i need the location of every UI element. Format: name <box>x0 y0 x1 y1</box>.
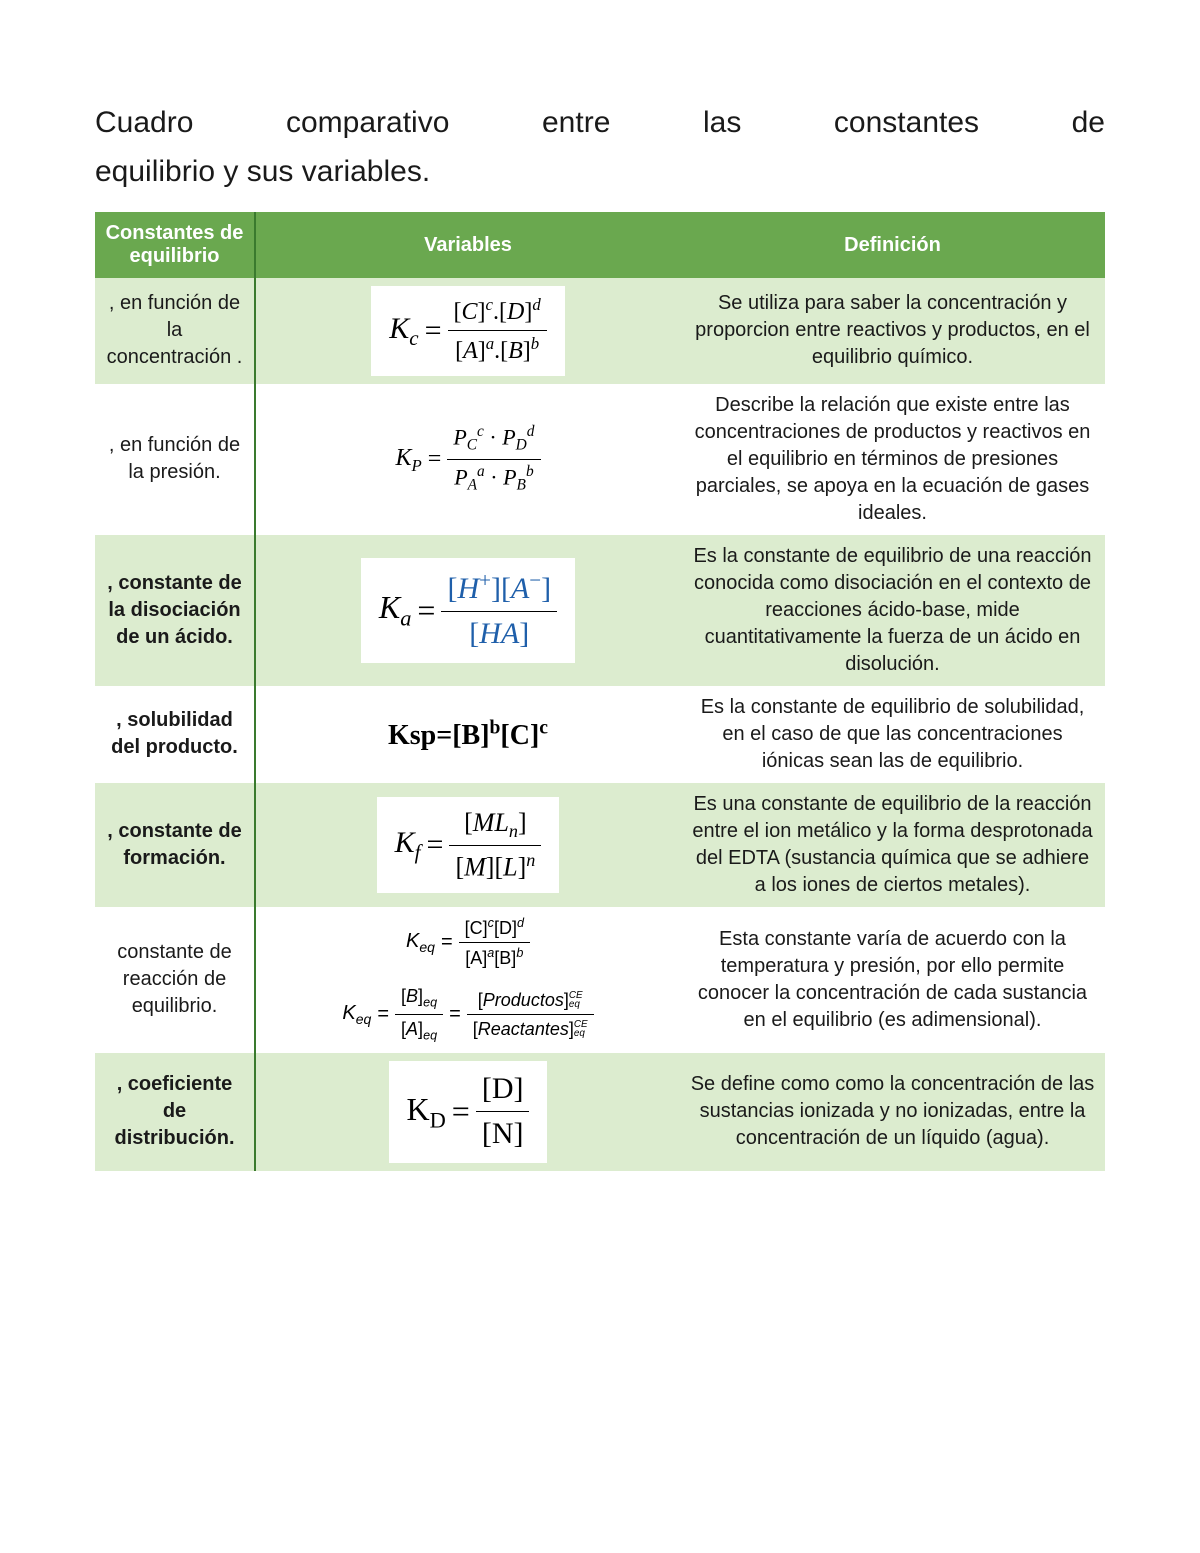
constant-name: , en función de la presión. <box>95 384 255 535</box>
formula-cell: Ksp=[B]b[C]c <box>255 686 680 783</box>
formula-cell: Ka=[H+][A−][HA] <box>255 535 680 686</box>
formula-kp: KP=PCc · PDdPAa · PBb <box>378 414 559 504</box>
formula-kc: Kc=[C]c.[D]d[A]a.[B]b <box>371 286 564 376</box>
constant-name: , constante de formación. <box>95 783 255 907</box>
constant-name: , solubilidad del producto. <box>95 686 255 783</box>
constant-name: , coeficiente de distribución. <box>95 1053 255 1171</box>
formula-keq-2: Keq=[B]eq[A]eq=[Productos]CEeq[Reactante… <box>266 984 670 1044</box>
table-row: , solubilidad del producto. Ksp=[B]b[C]c… <box>95 686 1105 783</box>
formula-cell: KP=PCc · PDdPAa · PBb <box>255 384 680 535</box>
definition-cell: Se utiliza para saber la concentración y… <box>680 278 1105 384</box>
formula-ksp: Ksp=[B]b[C]c <box>370 706 566 762</box>
table-row: , en función de la presión. KP=PCc · PDd… <box>95 384 1105 535</box>
constant-name: , en función de la concentración . <box>95 278 255 384</box>
header-col1: Constantes de equilibrio <box>95 212 255 278</box>
page-title-line2: equilibrio y sus variables. <box>95 149 1105 194</box>
formula-kf: Kf=[MLn][M][L]n <box>377 797 560 894</box>
definition-cell: Describe la relación que existe entre la… <box>680 384 1105 535</box>
definition-cell: Es una constante de equilibrio de la rea… <box>680 783 1105 907</box>
formula-cell: Keq=[C]c[D]d[A]a[B]b Keq=[B]eq[A]eq=[Pro… <box>255 907 680 1053</box>
definition-cell: Esta constante varía de acuerdo con la t… <box>680 907 1105 1053</box>
definition-cell: Se define como como la concentración de … <box>680 1053 1105 1171</box>
table-row: , constante de formación. Kf=[MLn][M][L]… <box>95 783 1105 907</box>
formula-kd: KD=[D][N] <box>389 1061 548 1163</box>
table-row: , constante de la disociación de un ácid… <box>95 535 1105 686</box>
header-col2: Variables <box>255 212 680 278</box>
definition-cell: Es la constante de equilibrio de una rea… <box>680 535 1105 686</box>
formula-keq-1: Keq=[C]c[D]d[A]a[B]b <box>266 915 670 971</box>
constant-name: constante de reacción de equilibrio. <box>95 907 255 1053</box>
formula-ka: Ka=[H+][A−][HA] <box>361 558 575 663</box>
formula-cell: Kc=[C]c.[D]d[A]a.[B]b <box>255 278 680 384</box>
formula-cell: Kf=[MLn][M][L]n <box>255 783 680 907</box>
comparison-table: Constantes de equilibrio Variables Defin… <box>95 212 1105 1171</box>
table-row: constante de reacción de equilibrio. Keq… <box>95 907 1105 1053</box>
header-col3: Definición <box>680 212 1105 278</box>
definition-cell: Es la constante de equilibrio de solubil… <box>680 686 1105 783</box>
page-title-line1: Cuadro comparativo entre las constantes … <box>95 100 1105 145</box>
constant-name: , constante de la disociación de un ácid… <box>95 535 255 686</box>
formula-cell: KD=[D][N] <box>255 1053 680 1171</box>
table-row: , en función de la concentración . Kc=[C… <box>95 278 1105 384</box>
table-row: , coeficiente de distribución. KD=[D][N]… <box>95 1053 1105 1171</box>
header-row: Constantes de equilibrio Variables Defin… <box>95 212 1105 278</box>
